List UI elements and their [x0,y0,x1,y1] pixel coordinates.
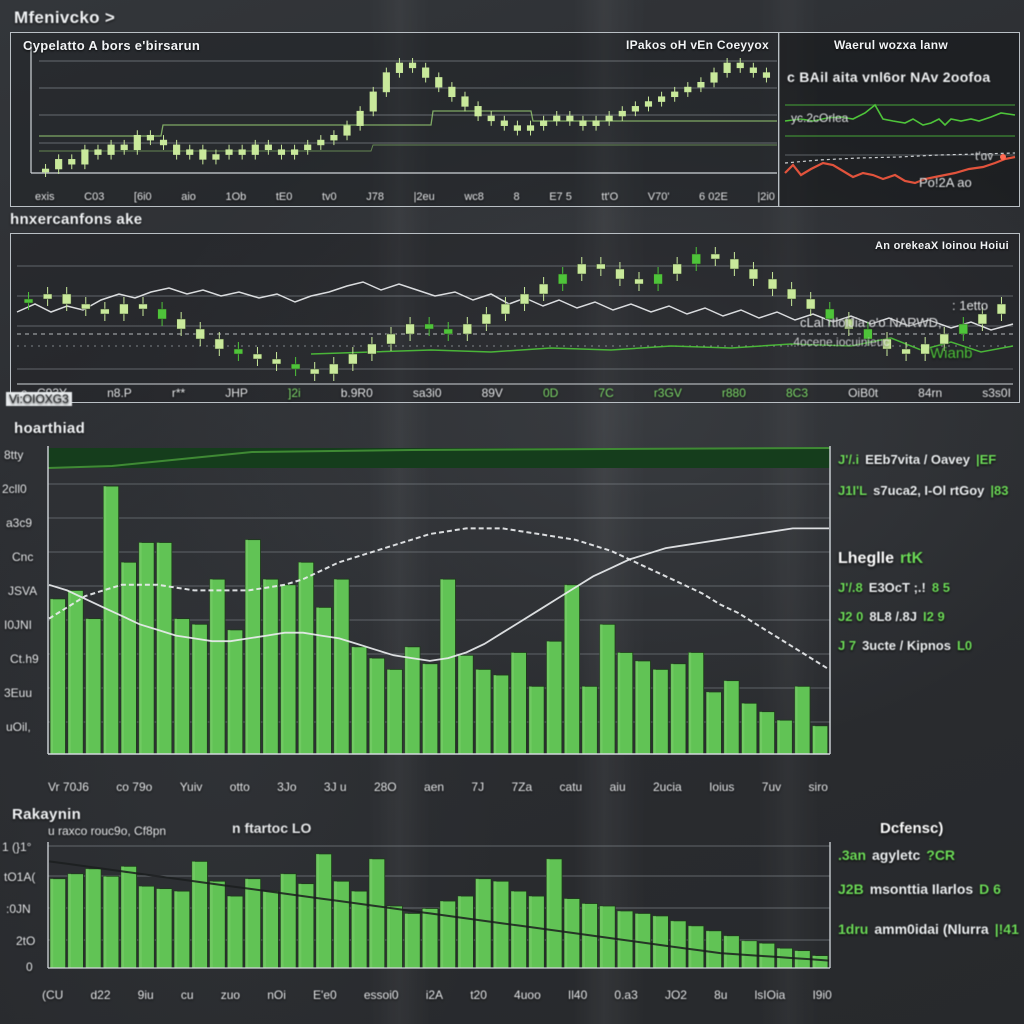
mini-panel-red-label: Po!2A ao [919,175,972,190]
legend-right-value: |!41 [994,921,1019,937]
main-legend: J'/.i EEb7vita / Oavey |EF J1I'L s7uca2,… [838,452,1018,657]
legend-label: msonttia Ilarlos [869,881,974,897]
candlestick-panel: Cypelatto A bors e'birsarun IPakos oH vE… [10,32,780,207]
legend-right-value: L0 [956,638,973,653]
legend-value: J2 0 [838,609,864,624]
legend-right-value: |83 [990,483,1009,498]
legend-label: 8L8 /.8J [869,609,918,624]
legend-title-right: rtK [900,550,924,567]
legend-value: J'/.i [838,452,860,467]
mini-panel-title: Waerul wozxa lanw [834,38,949,52]
legend-row[interactable]: 1dru amm0idai (Nlurra |!41 [838,921,1020,937]
legend-label: s7uca2, I-Ol rtGoy [873,483,985,498]
middle-panel-title: hnxercanfons ake [10,211,143,228]
legend-row[interactable]: J'/.8 E3OcT ;.! 8 5 [838,580,1018,595]
legend-row[interactable]: J'/.i EEb7vita / Oavey |EF [838,452,1018,467]
middle-panel-right-title: An orekeaX Ioinou Hoiui [874,240,1009,252]
main-chart-title: hoarthiad [14,420,86,437]
main-volume-chart-svg [47,446,831,755]
legend-value: J2B [838,881,864,897]
middle-legend-3: .4ocene.iocuinieuc [790,335,890,349]
middle-legend-4: Wianb [930,345,973,362]
mini-panel-green-label: yc.2cOrlea [791,111,849,125]
candlestick-panel-right-title: IPakos oH vEn Coeyyox [625,38,769,52]
legend-value: .3an [838,847,867,863]
legend-right-value: 8 5 [931,580,950,595]
page-title: Mfenivcko > [14,8,116,27]
main-volume-chart: 8tty 2cll0 a3c9 Cnc JSVA I0JNI Ct.h9 3Eu… [2,438,832,778]
bottom-legend: Dcfensc) .3an agyletc ?CR J2B msonttia I… [838,820,1020,941]
legend-right-value: ?CR [926,847,956,863]
bottom-chart-title: Rakaynin [12,806,82,823]
legend-label: amm0idai (Nlurra [874,921,989,937]
legend-row[interactable]: J 7 3ucte / Kipnos L0 [838,638,1018,653]
legend-right-value: I2 9 [923,609,945,624]
bottom-volume-chart-svg [47,842,831,969]
bottom-chart-subtitle-left: u raxco rouc9o, Cf8pn [48,824,167,838]
legend-label: E3OcT ;.! [868,580,926,595]
middle-legend-1: : 1etto [952,298,989,313]
legend-value: J'/.8 [838,580,863,595]
candlestick-panel-title: Cypelatto A bors e'birsarun [23,38,201,53]
secondary-candlestick-svg [16,247,1014,385]
bottom-legend-title: Dcfensc) [880,820,944,837]
secondary-candlestick-panel: An orekeaX Ioinou Hoiui c_ C93Y n8.P r**… [10,233,1020,403]
candlestick-chart-svg [30,43,777,177]
legend-label: agyletc [872,847,921,863]
middle-x-axis: c_ C93Y n8.P r** JHP ]2i b.9R0 sa3i0 89V… [21,386,1011,400]
mini-panel-small-label: t'uv [975,149,994,163]
legend-title-row: Dcfensc) [880,820,1020,837]
legend-title: Lheglle [838,550,895,567]
candlestick-x-axis: exis C03 [6i0 aio 1Ob tE0 tv0 J78 |2eu w… [35,191,775,203]
legend-right-value: D 6 [979,881,1001,897]
legend-label: 3ucte / Kipnos [862,638,951,653]
legend-row[interactable]: J1I'L s7uca2, I-Ol rtGoy |83 [838,483,1018,498]
main-x-axis: Vr 70J6 co 79o Yuiv otto 3Jo 3J u 28O ae… [48,780,828,794]
legend-value: 1dru [838,921,869,937]
legend-label: EEb7vita / Oavey [865,452,970,467]
legend-right-value: |EF [975,452,997,467]
legend-row[interactable]: J2 0 8L8 /.8J I2 9 [838,609,1018,624]
bottom-chart-subtitle-right: n ftartoc LO [232,820,312,836]
legend-section-title-row: Lheglle rtK [838,550,1018,568]
middle-footer-tag: Vi:OIOXG3 [6,392,72,406]
middle-legend-2: cLal rtlolJia o'o NARWD, [800,315,942,330]
mini-indicator-svg [784,103,1016,185]
legend-row[interactable]: J2B msonttia Ilarlos D 6 [838,881,1020,897]
mini-indicator-panel: Waerul wozxa lanw c BAil aita vnl6or NAv… [778,32,1020,207]
legend-row[interactable]: .3an agyletc ?CR [838,847,1020,863]
bottom-volume-chart: 1 (}1° tO1A( :0JN 2tO 0 [2,836,832,986]
legend-value: J1I'L [838,483,868,498]
mini-panel-subtitle: c BAil aita vnl6or NAv 2oofoa [787,69,991,85]
legend-value: J 7 [838,638,857,653]
bottom-x-axis: (CU d22 9iu cu zuo nOi E'e0 essoi0 i2A t… [42,988,832,1002]
